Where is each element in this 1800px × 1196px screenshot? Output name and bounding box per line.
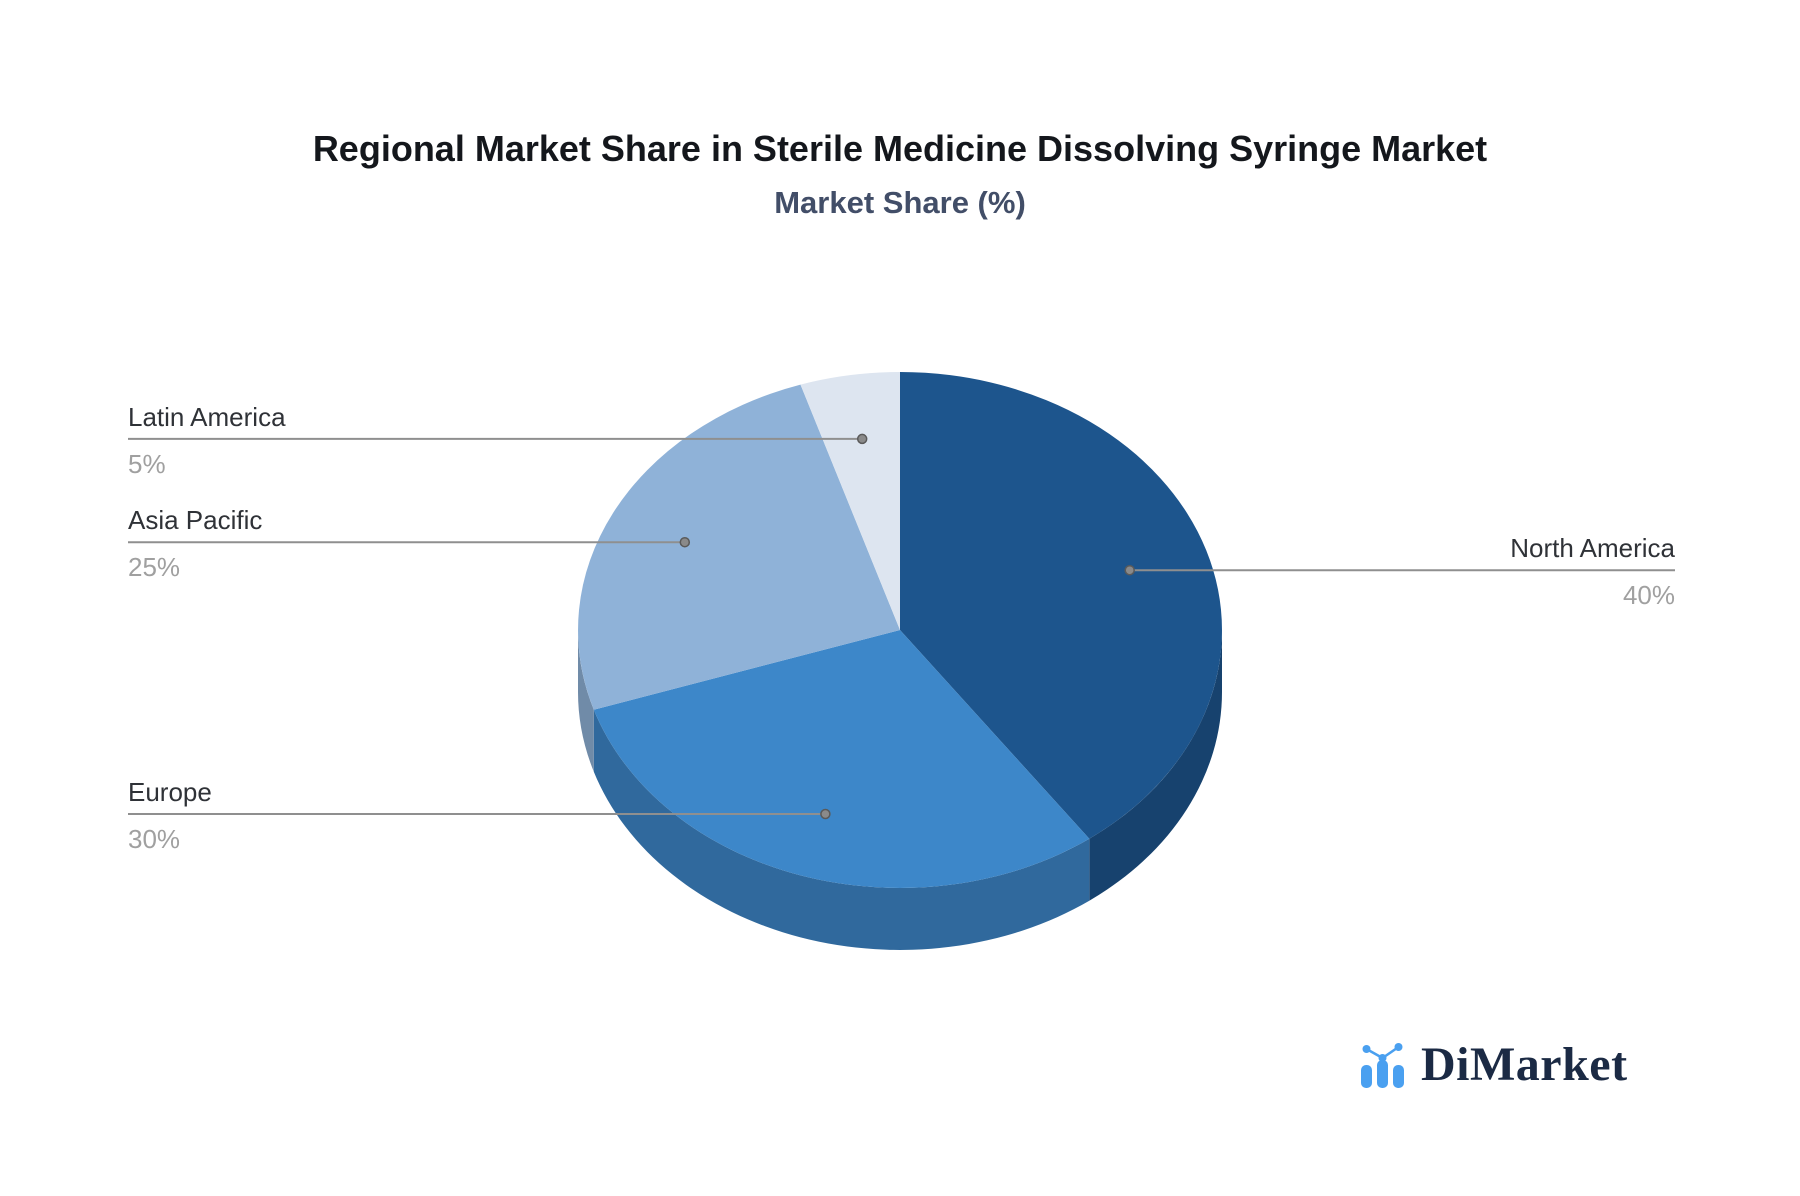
logo-text: DiMarket [1421, 1038, 1628, 1091]
label-block-latin-america: Latin America 5% [128, 402, 688, 479]
bars-and-line-chart-icon [1361, 1043, 1404, 1088]
pie-slice-europe[interactable] [593, 630, 1090, 888]
leader-dot-asia-pacific [679, 536, 691, 548]
chart-title: Regional Market Share in Sterile Medicin… [312, 128, 1488, 169]
pie-slice-asia-pacific[interactable] [578, 384, 900, 710]
leader-dot-latin-america [856, 433, 868, 445]
pie-slice-north-america[interactable] [900, 372, 1222, 839]
slice-label-name: Latin America [128, 402, 286, 432]
label-block-asia-pacific: Asia Pacific 25% [128, 505, 688, 582]
pie-slice-latin-america[interactable] [800, 372, 901, 630]
label-block-europe: Europe 30% [128, 777, 688, 854]
slice-label-name: Europe [128, 777, 212, 807]
dimarket-logo: DiMarket [1360, 1040, 1628, 1090]
pie-slice-side-north-america [1089, 630, 1222, 901]
slice-label-value: 40% [1622, 580, 1675, 610]
leader-dot-europe [820, 808, 831, 820]
pie-slice-side-europe [593, 709, 1090, 950]
slice-label-value: 25% [128, 552, 181, 582]
slice-label-name: Asia Pacific [128, 505, 263, 535]
slice-label-value: 5% [128, 449, 166, 479]
pie-slice-side-asia-pacific [578, 630, 594, 772]
slice-label-name: North America [1510, 533, 1675, 563]
chart-subtitle: Market Share (%) [774, 185, 1026, 220]
label-block-north-america: North America 40% [1115, 533, 1675, 610]
leader-dot-north-america [1124, 564, 1135, 576]
slice-label-value: 30% [128, 824, 181, 854]
